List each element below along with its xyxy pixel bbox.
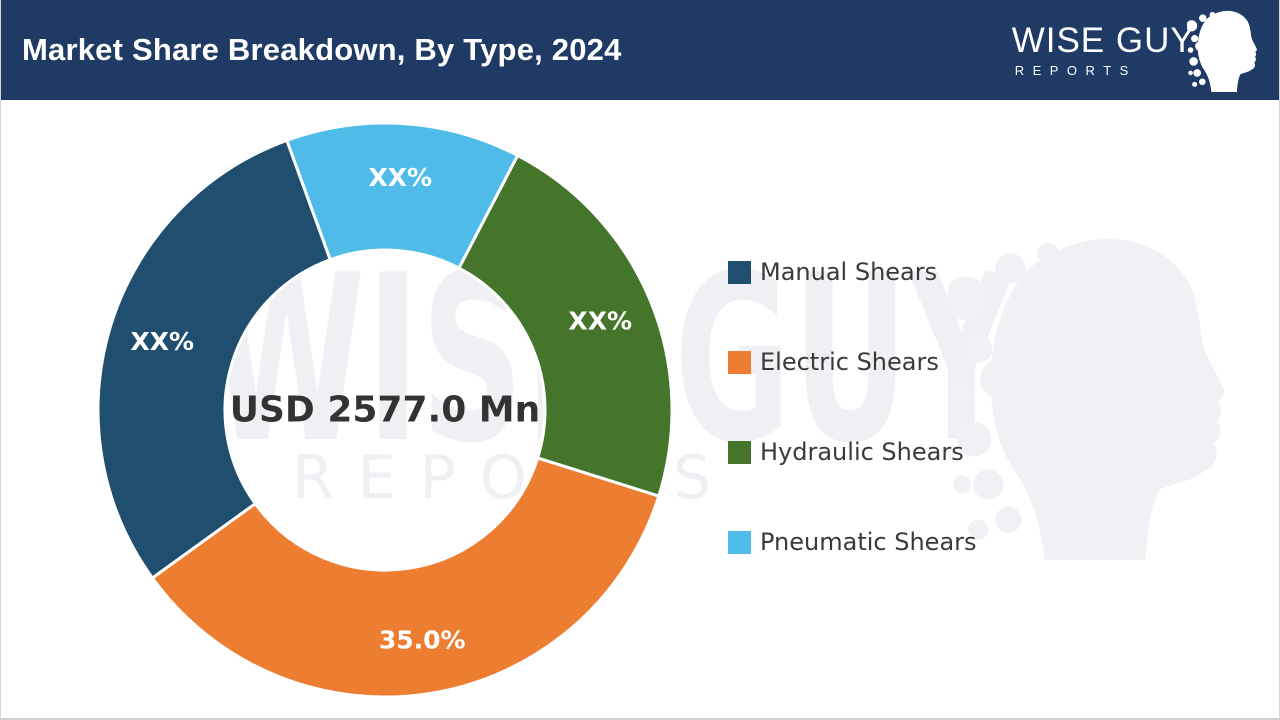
slice-label: XX% <box>130 327 194 356</box>
header-bar: Market Share Breakdown, By Type, 2024 WI… <box>0 0 1280 100</box>
logo-face-icon <box>1186 10 1257 92</box>
legend-swatch <box>728 260 751 284</box>
logo-text: WISE GUY REPORTS <box>1012 23 1195 78</box>
chart-legend: Manual Shears Electric Shears Hydraulic Sh… <box>728 255 977 615</box>
slice-label: 35.0% <box>379 626 466 655</box>
donut-center-value: USD 2577.0 Mn <box>229 389 541 431</box>
slice-pneumatic-shears <box>285 121 520 270</box>
chart-title: Market Share Breakdown, By Type, 2024 <box>22 32 622 67</box>
slice-manual-shears <box>96 138 332 580</box>
slice-label: XX% <box>368 163 432 192</box>
legend-label: Pneumatic Shears <box>760 528 977 556</box>
wiseguy-logo: WISE GUY REPORTS <box>1012 8 1258 92</box>
legend-label: Manual Shears <box>760 258 938 286</box>
legend-item: Hydraulic Shears <box>728 435 977 469</box>
logo-reports-text: REPORTS <box>1014 62 1137 78</box>
legend-swatch <box>728 530 751 554</box>
logo-wiseguy-text: WISE GUY <box>1011 20 1195 60</box>
legend-label: Hydraulic Shears <box>760 438 964 466</box>
legend-swatch <box>728 350 751 374</box>
legend-item: Electric Shears <box>728 345 977 379</box>
slice-hydraulic-shears <box>457 153 674 498</box>
slice-label: XX% <box>568 306 632 335</box>
legend-swatch <box>728 440 751 464</box>
legend-label: Electric Shears <box>760 348 939 376</box>
slice-electric-shears <box>150 456 661 699</box>
legend-item: Pneumatic Shears <box>728 525 977 559</box>
legend-item: Manual Shears <box>728 255 977 289</box>
watermark-face-graphic <box>948 239 1225 560</box>
